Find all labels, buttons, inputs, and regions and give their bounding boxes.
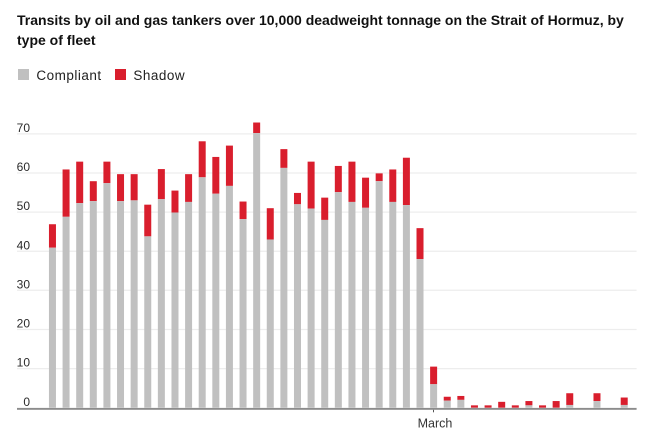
svg-text:70: 70 <box>17 121 31 135</box>
svg-text:10: 10 <box>17 356 31 370</box>
svg-text:30: 30 <box>17 277 31 291</box>
svg-text:March: March <box>418 417 453 431</box>
svg-text:60: 60 <box>17 160 31 174</box>
svg-text:40: 40 <box>17 238 31 252</box>
svg-text:50: 50 <box>17 199 31 213</box>
svg-text:0: 0 <box>23 395 30 409</box>
svg-text:20: 20 <box>17 317 31 331</box>
